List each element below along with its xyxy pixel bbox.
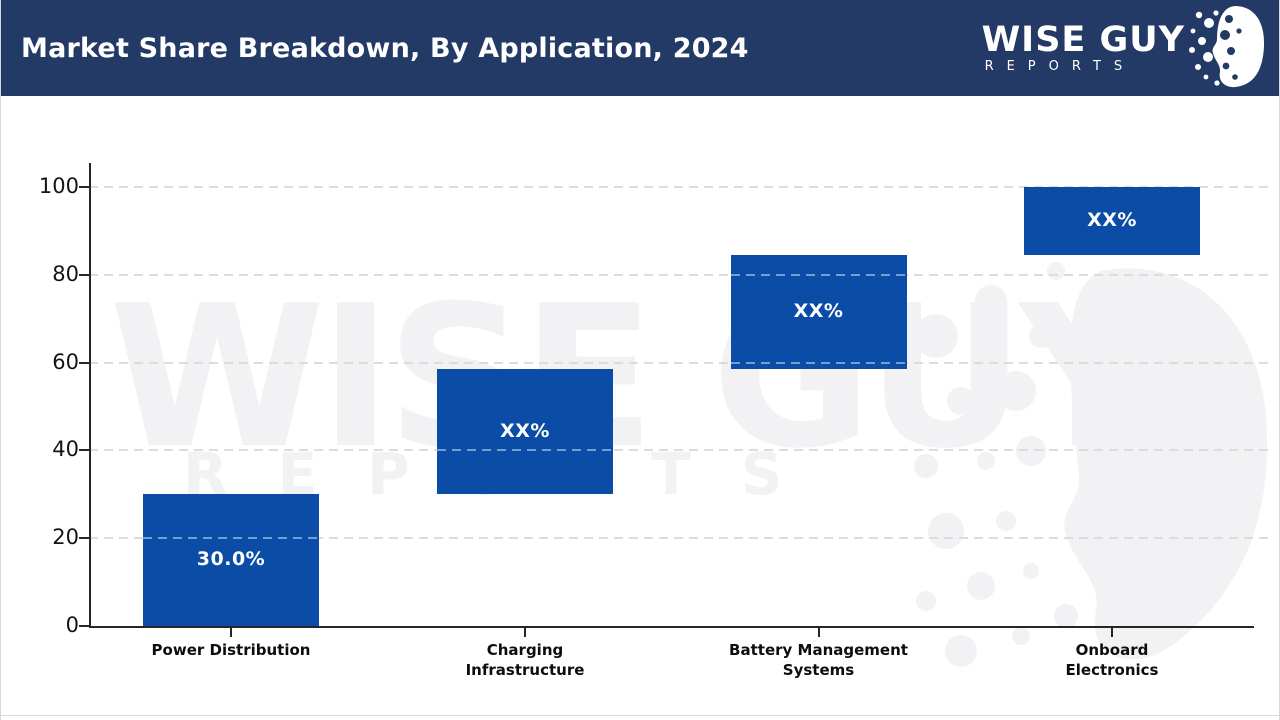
y-axis-tick-label: 100: [38, 174, 79, 198]
x-category-label: Battery Management Systems: [729, 641, 908, 679]
gridline-over-bar: [730, 361, 907, 364]
x-tick-mark: [230, 628, 232, 637]
gridline-over-bar: [143, 537, 319, 540]
bar-value-label: XX%: [793, 300, 844, 323]
bar-value-label: 30.0%: [196, 548, 266, 571]
brand-name: WISE GUY: [981, 20, 1185, 60]
x-axis-line: [89, 626, 1254, 628]
gridline: [89, 449, 1269, 452]
gridline: [89, 537, 1269, 540]
gridline: [89, 273, 1269, 276]
y-axis-tick-label: 60: [52, 349, 79, 374]
brand-logo: WISE GUY REPORTS: [982, 3, 1267, 93]
y-tick-mark: [79, 186, 89, 188]
x-tick-mark: [524, 628, 526, 637]
y-axis-tick-label: 40: [52, 437, 79, 462]
brand-subtitle: REPORTS: [984, 59, 1136, 74]
brand-logo-text: WISE GUY REPORTS: [982, 21, 1185, 75]
x-category-label: Charging Infrastructure: [465, 641, 585, 679]
gridline-over-bar: [437, 449, 613, 452]
y-tick-mark: [79, 449, 89, 452]
y-axis-tick-label: 80: [52, 261, 79, 286]
page-title: Market Share Breakdown, By Application, …: [21, 32, 749, 64]
gridline-over-bar: [730, 273, 907, 276]
y-axis-tick-label: 20: [52, 525, 79, 550]
x-tick-mark: [1111, 628, 1113, 637]
y-tick-mark: [79, 537, 89, 540]
watermark-head-icon: [871, 216, 1271, 690]
gridline: [89, 186, 1269, 188]
y-tick-mark: [79, 273, 89, 276]
header: Market Share Breakdown, By Application, …: [1, 0, 1279, 96]
y-tick-mark: [79, 625, 89, 627]
bar: XX%: [437, 369, 613, 495]
bar: XX%: [1024, 187, 1200, 256]
gridline: [89, 361, 1269, 364]
bar-value-label: XX%: [1087, 209, 1137, 232]
bar: XX%: [730, 255, 907, 370]
x-tick-mark: [817, 628, 820, 637]
y-axis-tick-label: 0: [65, 613, 79, 637]
bar-value-label: XX%: [500, 419, 550, 442]
x-category-label: Onboard Electronics: [1065, 641, 1159, 679]
bar: 30.0%: [143, 494, 319, 626]
brand-head-icon: [1189, 3, 1267, 93]
y-tick-mark: [79, 361, 89, 364]
x-category-label: Power Distribution: [151, 641, 311, 659]
y-axis-line: [89, 163, 91, 628]
